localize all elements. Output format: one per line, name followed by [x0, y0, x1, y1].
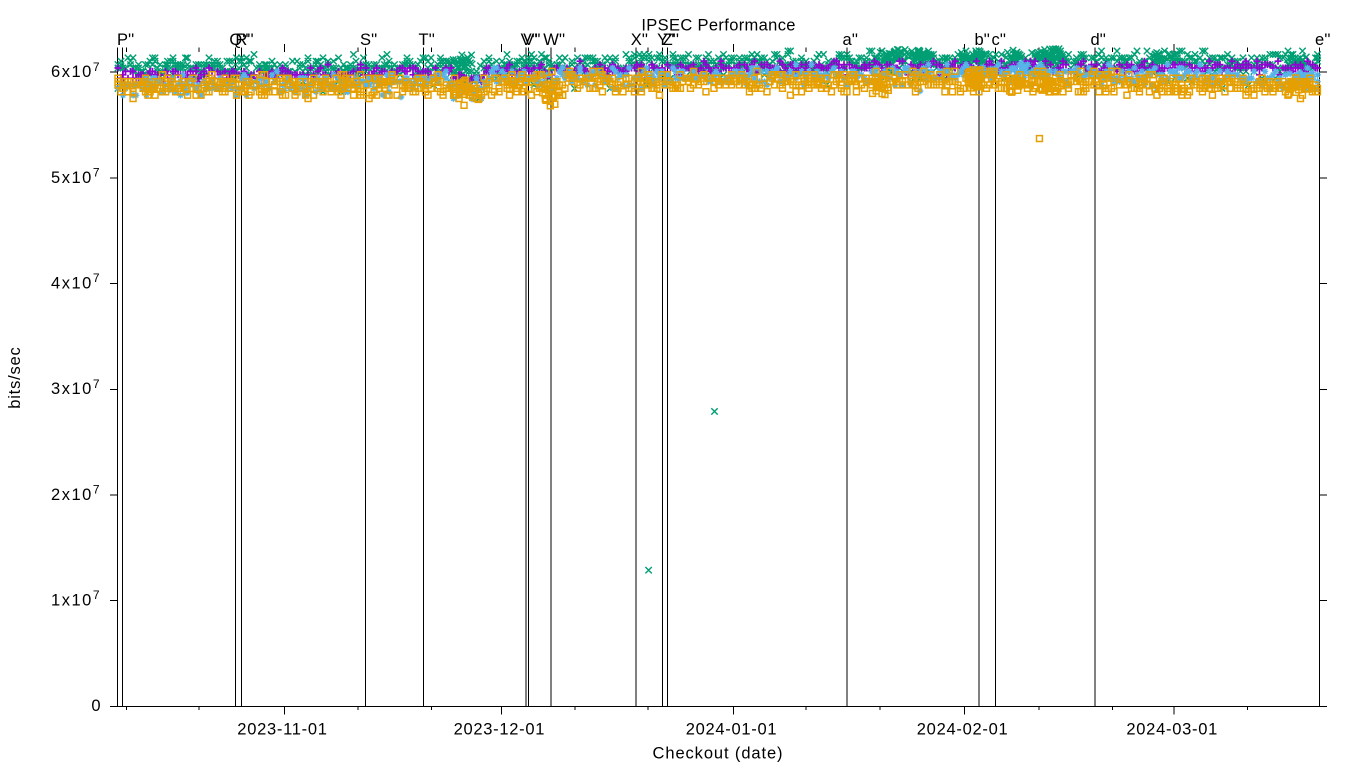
svg-text:a'': a'' [843, 31, 858, 49]
svg-text:0: 0 [91, 697, 100, 715]
svg-text:bits/sec: bits/sec [6, 346, 24, 408]
svg-text:e'': e'' [1315, 31, 1330, 49]
svg-text:Checkout (date): Checkout (date) [653, 745, 784, 763]
svg-text:4x107: 4x107 [51, 271, 100, 292]
svg-text:c'': c'' [992, 31, 1007, 49]
svg-text:5x107: 5x107 [51, 166, 100, 187]
svg-text:X'': X'' [631, 31, 648, 49]
svg-text:2023-11-01: 2023-11-01 [237, 721, 327, 739]
svg-text:3x107: 3x107 [51, 377, 100, 398]
svg-text:b'': b'' [974, 31, 989, 49]
svg-text:2023-12-01: 2023-12-01 [454, 721, 546, 739]
svg-text:Y'': Y'' [657, 31, 674, 49]
svg-text:S'': S'' [360, 31, 377, 49]
svg-text:P'': P'' [117, 31, 134, 49]
svg-text:Q'': Q'' [229, 31, 248, 49]
svg-text:d'': d'' [1090, 31, 1105, 49]
svg-text:1x107: 1x107 [51, 588, 100, 609]
svg-text:W'': W'' [543, 31, 565, 49]
svg-text:2024-01-01: 2024-01-01 [686, 721, 778, 739]
svg-text:2x107: 2x107 [51, 483, 100, 504]
svg-text:Z'': Z'' [663, 31, 679, 49]
svg-text:V'': V'' [521, 31, 538, 49]
svg-text:2024-02-01: 2024-02-01 [917, 721, 1009, 739]
svg-text:6x107: 6x107 [51, 60, 100, 81]
svg-text:2024-03-01: 2024-03-01 [1126, 721, 1218, 739]
svg-text:R'': R'' [235, 31, 253, 49]
svg-text:V'': V'' [523, 31, 540, 49]
svg-text:IPSEC Performance: IPSEC Performance [641, 17, 796, 35]
svg-text:T'': T'' [419, 31, 435, 49]
